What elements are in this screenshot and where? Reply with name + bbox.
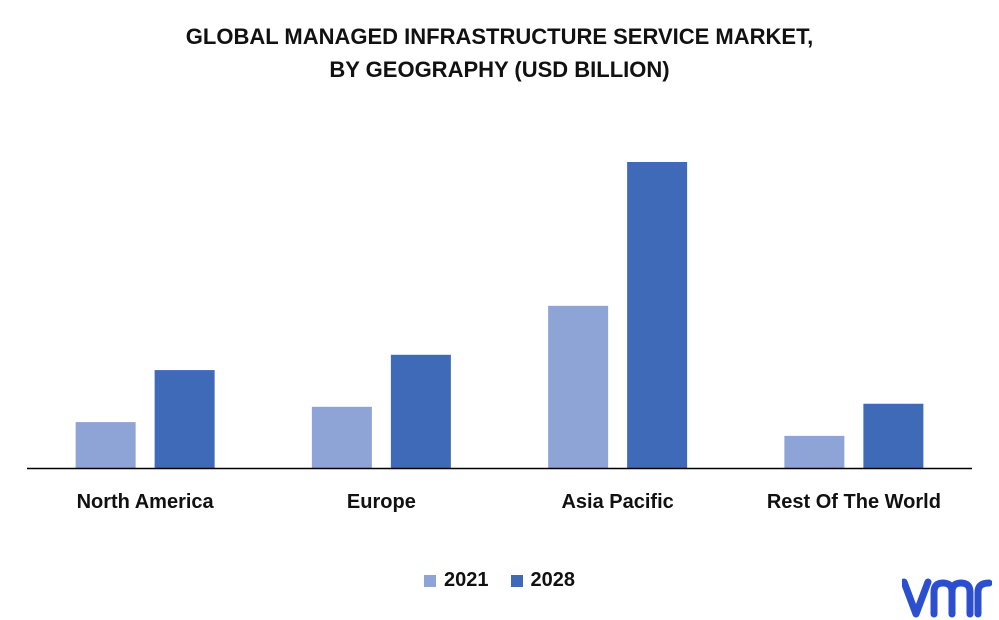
bar-europe-2028: [390, 354, 451, 468]
category-label: Rest Of The World: [767, 491, 941, 513]
legend-item-2028: 2028: [510, 569, 576, 592]
bar-europe-2021: [311, 406, 372, 468]
bar-rest-of-the-world-2028: [863, 403, 924, 468]
bar-north-america-2028: [154, 370, 215, 468]
chart-title: GLOBAL MANAGED INFRASTRUCTURE SERVICE MA…: [0, 20, 999, 86]
chart-title-line-2: BY GEOGRAPHY (USD BILLION): [329, 57, 670, 82]
bar-rest-of-the-world-2021: [784, 435, 845, 468]
bar-asia-pacific-2028: [627, 162, 688, 468]
vmr-logo: vmr: [902, 578, 992, 618]
legend-label-2028: 2028: [530, 569, 576, 591]
legend: 2021 2028: [0, 569, 999, 592]
category-label: North America: [77, 491, 215, 513]
bar-chart: North America Europe Asia Pacific Rest Of T…: [27, 162, 972, 513]
legend-label-2021: 2021: [444, 569, 489, 591]
bar-north-america-2021: [75, 422, 136, 468]
bar-asia-pacific-2021: [548, 305, 609, 468]
legend-swatch-2028: [510, 574, 523, 587]
legend-item-2021: 2021: [424, 569, 489, 592]
legend-swatch-2021: [424, 574, 436, 587]
category-label: Europe: [347, 491, 416, 513]
chart-title-line-1: GLOBAL MANAGED INFRASTRUCTURE SERVICE MA…: [185, 24, 814, 49]
category-label: Asia Pacific: [561, 491, 673, 513]
